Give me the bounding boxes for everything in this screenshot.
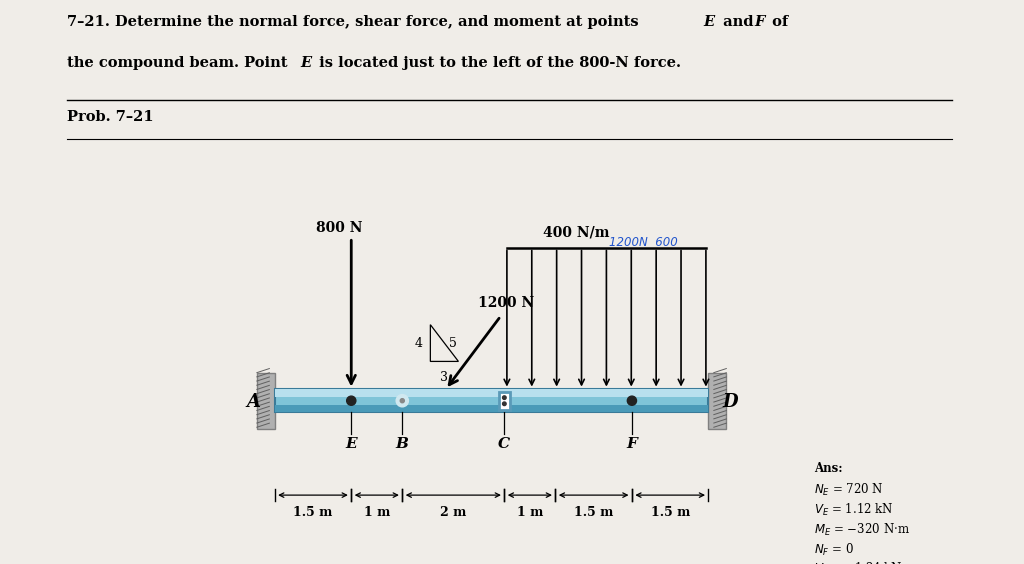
Circle shape [503,396,506,399]
Text: $N_F$ = 0: $N_F$ = 0 [814,541,854,558]
Text: 1 m: 1 m [517,506,543,519]
Polygon shape [274,390,709,397]
Text: $V_E$ = 1.12 kN: $V_E$ = 1.12 kN [814,502,894,518]
Circle shape [628,396,637,406]
Text: 3: 3 [440,371,449,384]
Text: of: of [767,15,788,29]
Circle shape [347,396,356,406]
Polygon shape [499,392,510,409]
Circle shape [396,395,409,407]
Text: F: F [755,15,765,29]
Polygon shape [709,373,726,429]
Text: 800 N: 800 N [315,221,362,235]
Text: 1.5 m: 1.5 m [293,506,333,519]
Circle shape [400,399,404,403]
Text: 5: 5 [450,337,458,350]
Text: Prob. 7–21: Prob. 7–21 [67,110,154,124]
Text: Ans:: Ans: [814,462,843,475]
Text: E: E [345,438,357,451]
Circle shape [503,402,506,406]
Text: is located just to the left of the 800-N force.: is located just to the left of the 800-N… [314,56,681,70]
Text: $M_E$ = −320 N·m: $M_E$ = −320 N·m [814,522,910,538]
Text: 1200N  600: 1200N 600 [609,236,678,249]
Text: F: F [627,438,637,451]
Text: 1.5 m: 1.5 m [574,506,613,519]
Text: E: E [703,15,715,29]
Polygon shape [257,373,274,429]
Text: $V_F$ = −1.24 kN: $V_F$ = −1.24 kN [814,561,903,564]
Text: and: and [718,15,759,29]
Text: 2 m: 2 m [440,506,467,519]
Text: the compound beam. Point: the compound beam. Point [67,56,292,70]
Text: 4: 4 [415,337,423,350]
Text: 7–21. Determine the normal force, shear force, and moment at points: 7–21. Determine the normal force, shear … [67,15,643,29]
Text: B: B [396,438,409,451]
Text: D: D [722,393,737,411]
Text: 1 m: 1 m [364,506,390,519]
Polygon shape [274,390,709,412]
Text: 1.5 m: 1.5 m [650,506,690,519]
Text: $N_E$ = 720 N: $N_E$ = 720 N [814,482,884,499]
Polygon shape [274,404,709,412]
Text: 1200 N: 1200 N [478,296,535,310]
Text: C: C [499,438,510,451]
Text: 400 N/m: 400 N/m [543,226,609,240]
Text: A: A [247,393,260,411]
Text: E: E [300,56,311,70]
